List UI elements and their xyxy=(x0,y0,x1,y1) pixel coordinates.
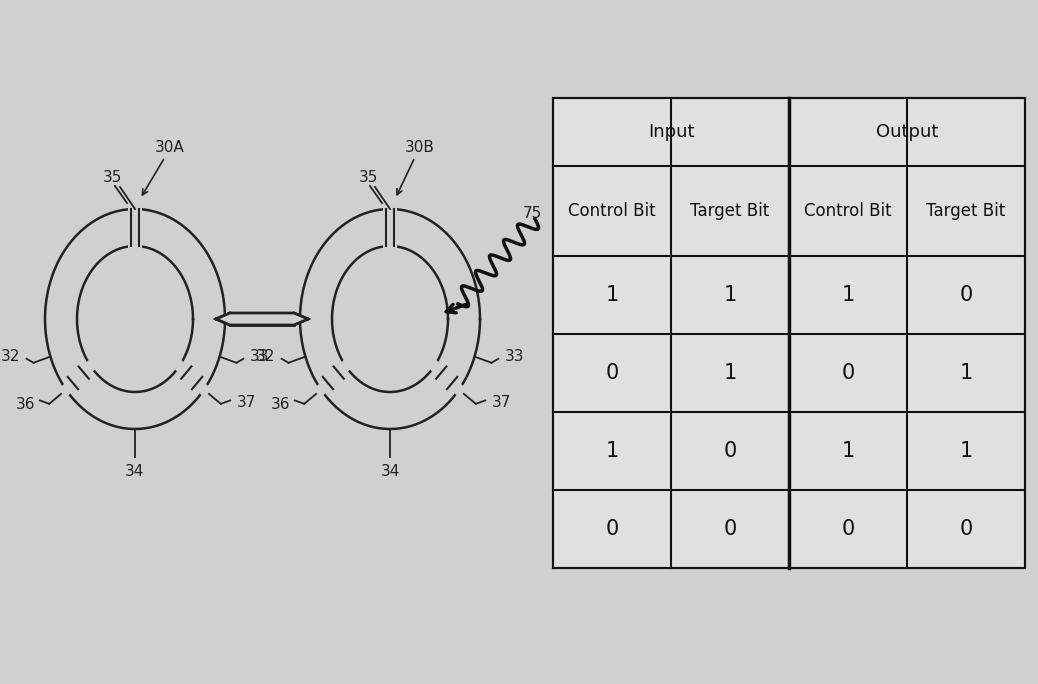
Text: 36: 36 xyxy=(271,397,291,412)
Text: Control Bit: Control Bit xyxy=(804,202,892,220)
Text: 1: 1 xyxy=(959,363,973,383)
Text: 1: 1 xyxy=(842,441,854,461)
Text: Control Bit: Control Bit xyxy=(568,202,656,220)
Text: 0: 0 xyxy=(959,519,973,539)
Text: 32: 32 xyxy=(256,350,275,365)
Text: 0: 0 xyxy=(959,285,973,305)
Text: 33: 33 xyxy=(504,350,524,365)
Text: 1: 1 xyxy=(959,441,973,461)
Text: 37: 37 xyxy=(237,395,256,410)
Text: Target Bit: Target Bit xyxy=(690,202,769,220)
Text: 0: 0 xyxy=(723,441,737,461)
Text: 1: 1 xyxy=(605,285,619,305)
Text: 1: 1 xyxy=(723,285,737,305)
Text: 0: 0 xyxy=(605,363,619,383)
Text: 0: 0 xyxy=(605,519,619,539)
Bar xyxy=(128,207,142,248)
Bar xyxy=(383,207,397,248)
Text: 1: 1 xyxy=(605,441,619,461)
Text: 1: 1 xyxy=(842,285,854,305)
Text: 30B: 30B xyxy=(405,140,435,155)
Text: 1: 1 xyxy=(723,363,737,383)
Text: 0: 0 xyxy=(723,519,737,539)
Text: 0: 0 xyxy=(842,363,854,383)
Text: 33: 33 xyxy=(250,350,269,365)
Text: 35: 35 xyxy=(358,170,378,185)
Text: 34: 34 xyxy=(380,464,400,479)
Text: 35: 35 xyxy=(104,170,122,185)
Text: 0: 0 xyxy=(842,519,854,539)
Text: 32: 32 xyxy=(1,350,21,365)
Text: 36: 36 xyxy=(16,397,35,412)
Text: 30A: 30A xyxy=(155,140,185,155)
Text: 37: 37 xyxy=(492,395,511,410)
Text: 75: 75 xyxy=(522,207,542,222)
Bar xyxy=(553,98,1025,568)
Text: Target Bit: Target Bit xyxy=(926,202,1006,220)
Polygon shape xyxy=(216,313,308,325)
Text: 34: 34 xyxy=(126,464,144,479)
Text: Input: Input xyxy=(648,123,694,141)
Text: Output: Output xyxy=(876,123,938,141)
